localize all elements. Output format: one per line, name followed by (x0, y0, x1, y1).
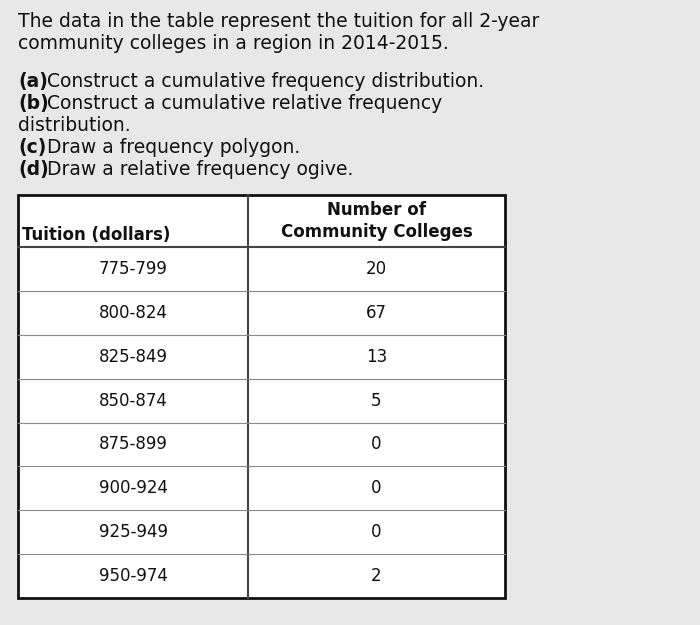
Text: 800-824: 800-824 (99, 304, 167, 322)
Text: Draw a relative frequency ogive.: Draw a relative frequency ogive. (41, 160, 354, 179)
Text: 5: 5 (371, 391, 382, 409)
Text: Tuition (dollars): Tuition (dollars) (22, 226, 170, 244)
Text: 950-974: 950-974 (99, 567, 167, 585)
Text: 20: 20 (366, 260, 387, 278)
Text: 0: 0 (371, 436, 382, 454)
Text: 900-924: 900-924 (99, 479, 167, 498)
Text: distribution.: distribution. (18, 116, 131, 135)
Text: 67: 67 (366, 304, 387, 322)
Text: Community Colleges: Community Colleges (281, 223, 472, 241)
Text: 775-799: 775-799 (99, 260, 167, 278)
Text: 875-899: 875-899 (99, 436, 167, 454)
Text: 13: 13 (366, 348, 387, 366)
Text: Construct a cumulative relative frequency: Construct a cumulative relative frequenc… (41, 94, 442, 113)
Text: Number of: Number of (327, 201, 426, 219)
Text: 2: 2 (371, 567, 382, 585)
Text: Construct a cumulative frequency distribution.: Construct a cumulative frequency distrib… (41, 72, 484, 91)
Text: (b): (b) (18, 94, 49, 113)
Text: community colleges in a region in 2014-2015.: community colleges in a region in 2014-2… (18, 34, 449, 53)
Bar (18, 195, 505, 598)
Text: 850-874: 850-874 (99, 391, 167, 409)
Text: The data in the table represent the tuition for all 2-year: The data in the table represent the tuit… (18, 12, 540, 31)
Text: 825-849: 825-849 (99, 348, 167, 366)
Text: 0: 0 (371, 479, 382, 498)
Text: 925-949: 925-949 (99, 523, 167, 541)
Text: Draw a frequency polygon.: Draw a frequency polygon. (41, 138, 301, 157)
Text: (a): (a) (18, 72, 48, 91)
Text: 0: 0 (371, 523, 382, 541)
Bar (18, 195, 505, 598)
Text: (d): (d) (18, 160, 49, 179)
Text: (c): (c) (18, 138, 46, 157)
